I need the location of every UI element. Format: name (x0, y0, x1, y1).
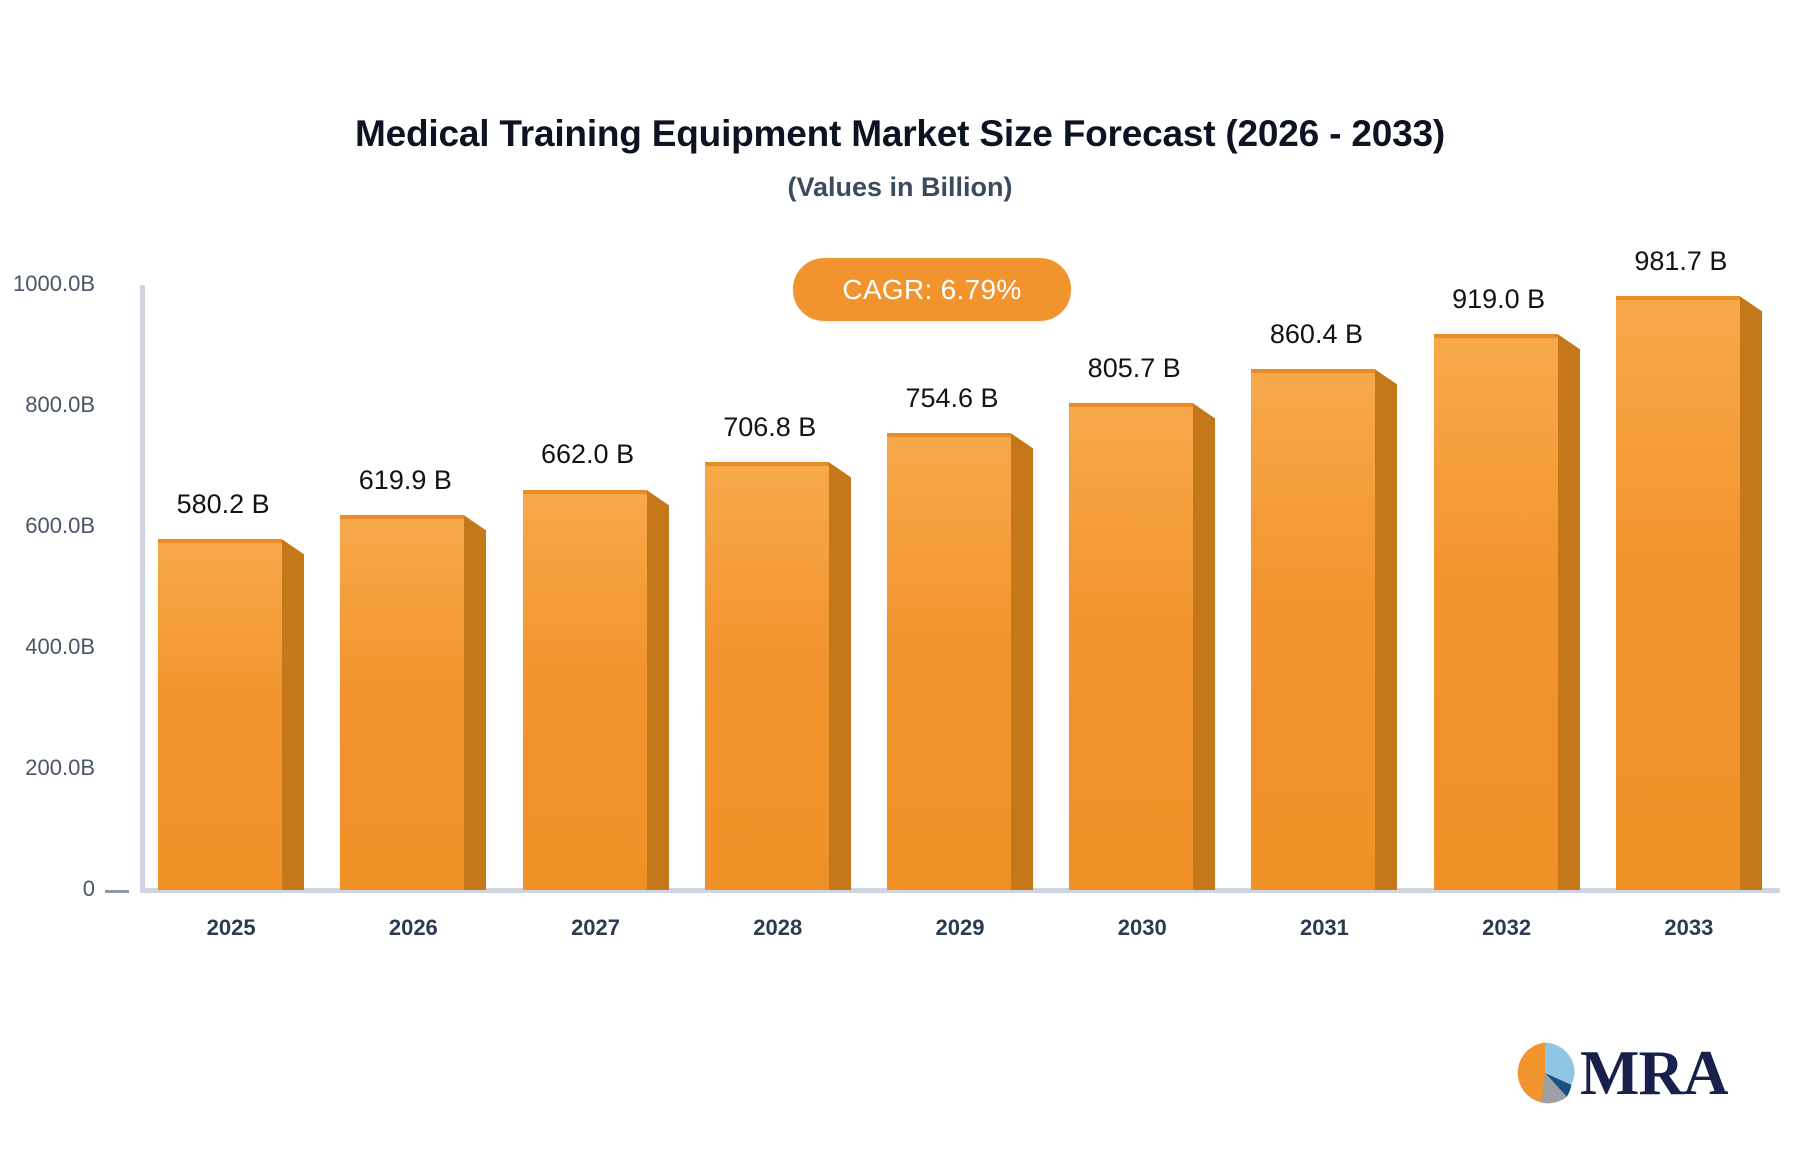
bar-front-face (340, 514, 465, 890)
bar-top-bevel (1375, 369, 1398, 385)
bar-front-face (1251, 369, 1376, 890)
cagr-badge: CAGR: 6.79% (793, 258, 1071, 321)
y-axis-zero-tick (105, 890, 129, 893)
bar-value-label-2033: 981.7 B (1634, 246, 1728, 277)
bar-top-edge (1251, 369, 1376, 374)
bar-2025[interactable] (158, 538, 305, 890)
bar-top-edge (340, 514, 465, 519)
bar-top-bevel (464, 514, 487, 530)
plot-area (140, 285, 1780, 890)
bar-side-face (828, 477, 851, 890)
bar-value-label-2028: 706.8 B (723, 412, 817, 443)
cagr-badge-label: CAGR: 6.79% (842, 273, 1022, 305)
bar-front-face (1615, 296, 1740, 890)
bar-top-edge (704, 462, 829, 467)
bar-front-face (522, 489, 647, 890)
y-axis-line (140, 285, 145, 890)
x-axis-label-2032: 2032 (1482, 915, 1532, 940)
bar-side-face (1193, 417, 1216, 890)
bar-top-bevel (1557, 334, 1580, 350)
x-axis-label-2030: 2030 (1117, 915, 1167, 940)
bar-top-bevel (1011, 433, 1033, 449)
y-axis-tick-400: 400.0B (25, 634, 95, 659)
x-axis-line (140, 888, 1780, 893)
x-axis-label-2026: 2026 (388, 915, 438, 940)
chart-subtitle: (Values in Billion) (787, 172, 1013, 202)
bar-top-bevel (1193, 402, 1216, 418)
x-axis-label-2031: 2031 (1299, 915, 1349, 940)
bar-2031[interactable] (1251, 369, 1398, 890)
bar-2026[interactable] (340, 514, 487, 890)
bar-value-label-2027: 662.0 B (541, 439, 635, 470)
y-axis-tick-800: 800.0B (25, 392, 95, 417)
bar-top-edge (1069, 402, 1194, 407)
y-axis-tick-1000: 1000.0B (13, 271, 95, 296)
bar-front-face (1069, 402, 1194, 890)
x-axis-label-2027: 2027 (571, 915, 621, 940)
bar-2029[interactable] (887, 433, 1033, 890)
bar-value-label-2025: 580.2 B (176, 488, 270, 519)
y-axis-tick-600: 600.0B (25, 513, 95, 538)
bar-2032[interactable] (1433, 334, 1580, 890)
bar-value-label-2026: 619.9 B (358, 464, 452, 495)
bar-value-label-2030: 805.7 B (1087, 352, 1181, 383)
bar-side-face (1011, 448, 1033, 890)
y-axis-tick-0: 0 (82, 876, 95, 901)
pie-chart-icon (1517, 1042, 1575, 1104)
bar-value-label-2032: 919.0 B (1452, 284, 1546, 314)
bar-2028[interactable] (704, 462, 851, 890)
x-axis-label-2025: 2025 (206, 915, 256, 940)
bar-top-bevel (828, 462, 851, 478)
bar-side-face (1557, 349, 1580, 890)
x-axis-label-2029: 2029 (935, 915, 985, 940)
bar-front-face (704, 462, 829, 890)
bar-front-face (887, 433, 1011, 890)
bar-top-edge (158, 538, 283, 543)
page-title: Medical Training Equipment Market Size F… (355, 113, 1445, 154)
bar-2030[interactable] (1069, 402, 1216, 890)
bar-front-face (158, 538, 283, 890)
bar-top-bevel (646, 489, 669, 505)
bar-top-edge (1433, 334, 1558, 339)
bar-value-label-2029: 754.6 B (905, 383, 999, 414)
bar-side-face (646, 504, 669, 890)
bar-top-bevel (282, 538, 305, 554)
x-axis-label-2028: 2028 (753, 915, 803, 940)
y-axis-tick-200: 200.0B (25, 755, 95, 780)
bar-top-edge (522, 489, 647, 494)
bar-top-bevel (1739, 296, 1762, 312)
bar-2027[interactable] (522, 489, 669, 890)
bar-top-edge (1615, 296, 1740, 301)
bar-value-label-2031: 860.4 B (1269, 319, 1363, 350)
bar-front-face (1433, 334, 1558, 890)
bar-side-face (1375, 384, 1398, 890)
mra-wordmark: MRA (1580, 1037, 1728, 1108)
mra-logo: MRA (1512, 1037, 1728, 1108)
x-axis-label-2033: 2033 (1664, 915, 1714, 940)
bar-side-face (1739, 311, 1762, 890)
bar-side-face (282, 553, 305, 890)
bar-top-edge (887, 433, 1011, 438)
bar-2033[interactable] (1615, 296, 1762, 890)
bar-side-face (464, 529, 487, 890)
